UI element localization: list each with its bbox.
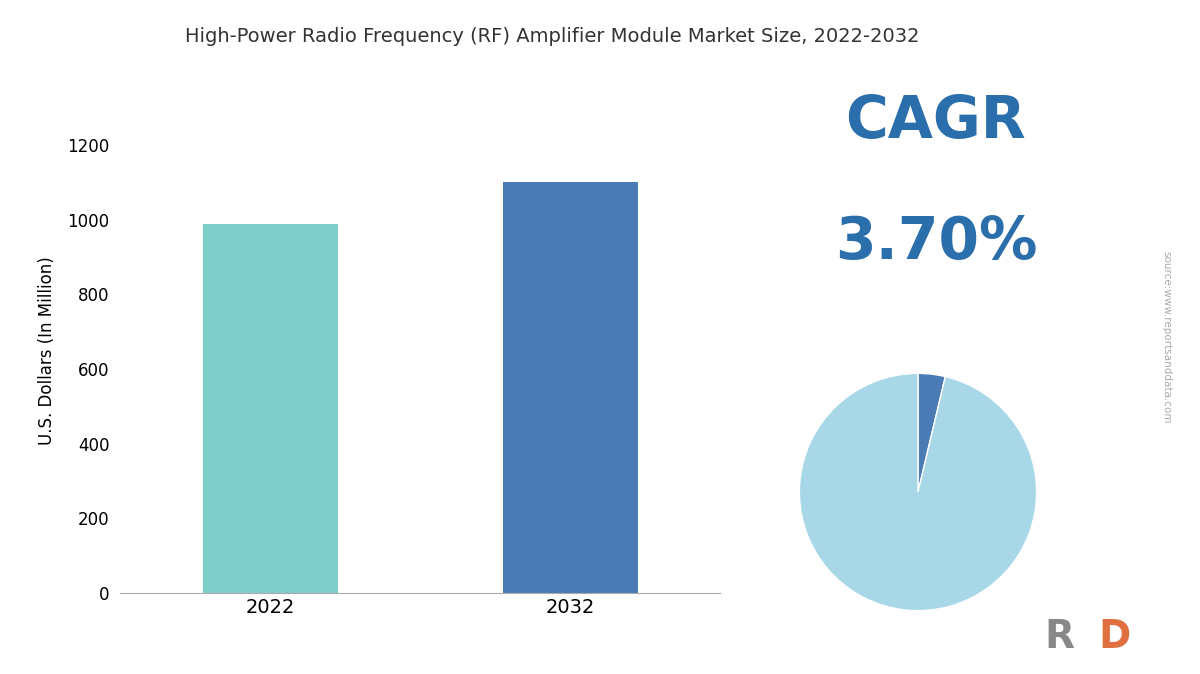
Y-axis label: U.S. Dollars (In Million): U.S. Dollars (In Million) [38, 256, 56, 445]
Wedge shape [799, 373, 1037, 611]
Text: D: D [1098, 618, 1130, 656]
Text: CAGR: CAGR [846, 93, 1026, 150]
Text: source:www.reportsanddata.com: source:www.reportsanddata.com [1162, 251, 1171, 423]
Text: R: R [1044, 618, 1074, 656]
Bar [203, 224, 337, 593]
Bar [503, 183, 637, 593]
Text: 3.70%: 3.70% [835, 214, 1037, 271]
Text: High-Power Radio Frequency (RF) Amplifier Module Market Size, 2022-2032: High-Power Radio Frequency (RF) Amplifie… [185, 27, 919, 46]
Wedge shape [918, 373, 946, 492]
